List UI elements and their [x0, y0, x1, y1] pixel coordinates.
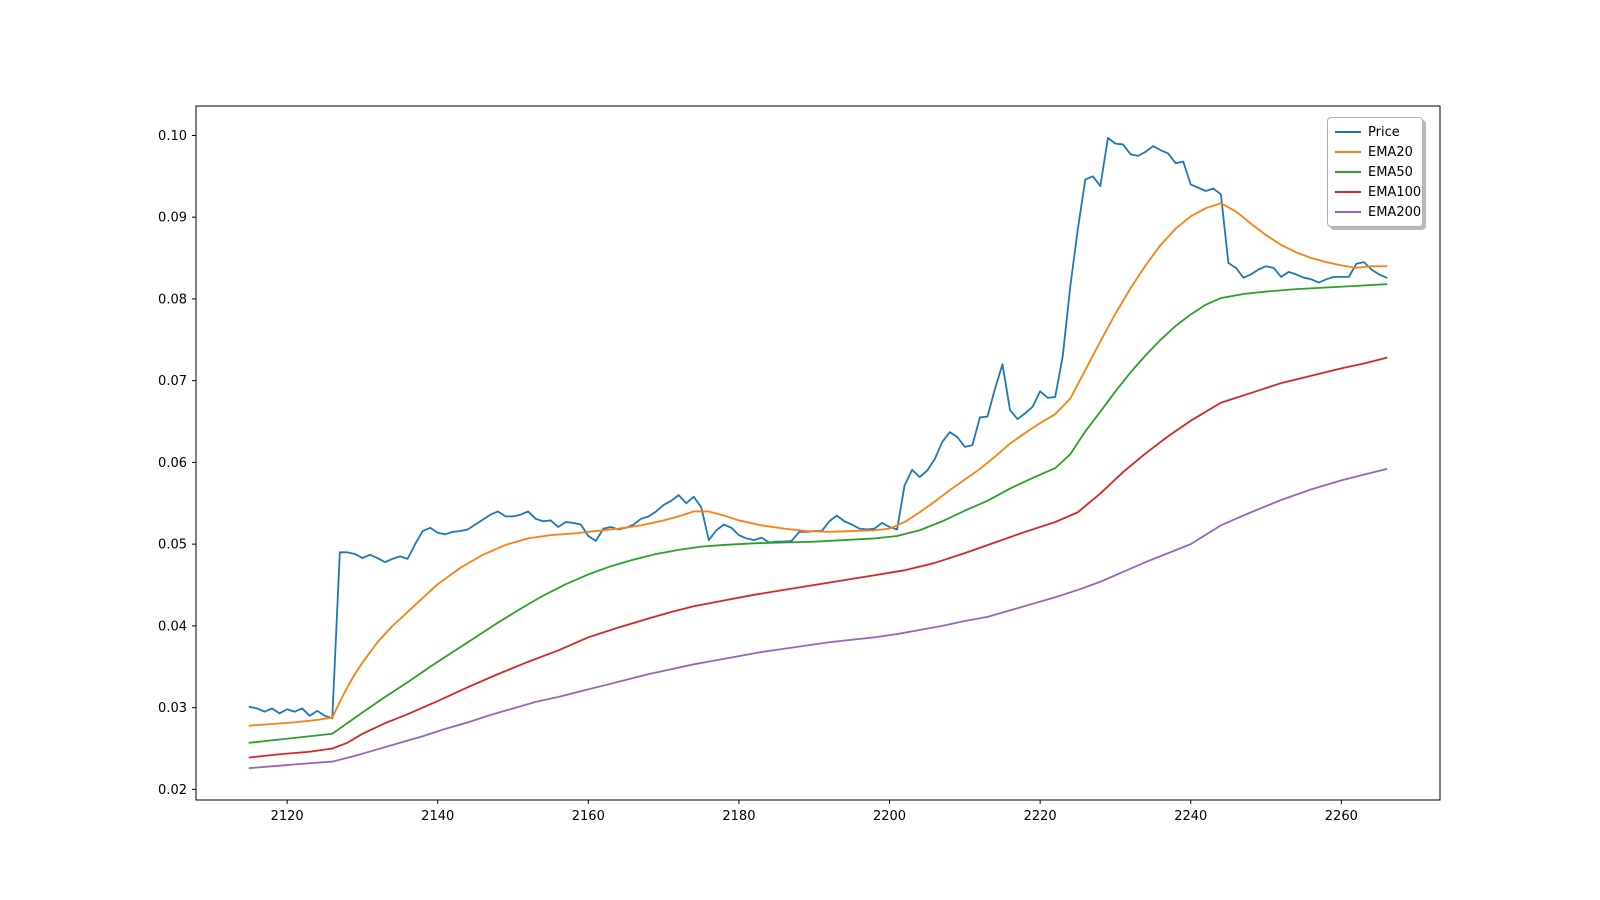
legend-item-price: Price	[1335, 122, 1416, 142]
y-tick-label: 0.02	[158, 783, 187, 798]
y-tick-label: 0.08	[158, 292, 187, 307]
series-line-ema100	[248, 356, 1388, 759]
axes: 2120 2140 2160 2180 2200 2220 2240 2260 0.02 0.03…	[158, 105, 1441, 824]
legend-label-ema200: EMA200	[1368, 204, 1422, 220]
legend-label-ema50: EMA50	[1368, 164, 1413, 180]
legend-item-ema20: EMA20	[1335, 142, 1416, 162]
legend-item-ema100: EMA100	[1335, 182, 1421, 202]
plot-area-frame	[195, 105, 1441, 801]
x-tick-label: 2120	[271, 809, 304, 824]
legend-label-ema100: EMA100	[1368, 184, 1422, 200]
y-tick-label: 0.04	[158, 619, 187, 634]
legend-line-sample-ema20	[1335, 151, 1361, 153]
y-tick-label: 0.05	[158, 538, 187, 553]
y-tick-label: 0.10	[158, 129, 187, 144]
x-tick-label: 2220	[1024, 809, 1057, 824]
legend-item-ema200: EMA200	[1335, 202, 1421, 222]
legend-line-sample-price	[1335, 131, 1361, 133]
series-line-ema20	[248, 202, 1388, 727]
legend-line-sample-ema50	[1335, 171, 1361, 173]
series-line-ema50	[248, 283, 1388, 744]
x-tick-label: 2160	[572, 809, 605, 824]
x-tick-label: 2180	[722, 809, 755, 824]
legend: Price EMA20 EMA50 EMA100 EMA200	[1327, 117, 1423, 227]
legend-label-ema20: EMA20	[1368, 144, 1413, 160]
y-tick-label: 0.03	[158, 701, 187, 716]
x-tick-label: 2140	[421, 809, 454, 824]
legend-line-sample-ema200	[1335, 211, 1361, 213]
y-tick-label: 0.06	[158, 456, 187, 471]
legend-item-ema50: EMA50	[1335, 162, 1416, 182]
y-tick-label: 0.07	[158, 374, 187, 389]
x-tick-label: 2260	[1325, 809, 1358, 824]
series-line-price	[248, 136, 1388, 720]
series-lines	[248, 136, 1388, 770]
legend-line-sample-ema100	[1335, 191, 1361, 193]
x-tick-label: 2240	[1174, 809, 1207, 824]
y-tick-label: 0.09	[158, 211, 187, 226]
x-tick-label: 2200	[873, 809, 906, 824]
series-line-ema200	[248, 468, 1388, 770]
legend-label-price: Price	[1368, 124, 1400, 140]
